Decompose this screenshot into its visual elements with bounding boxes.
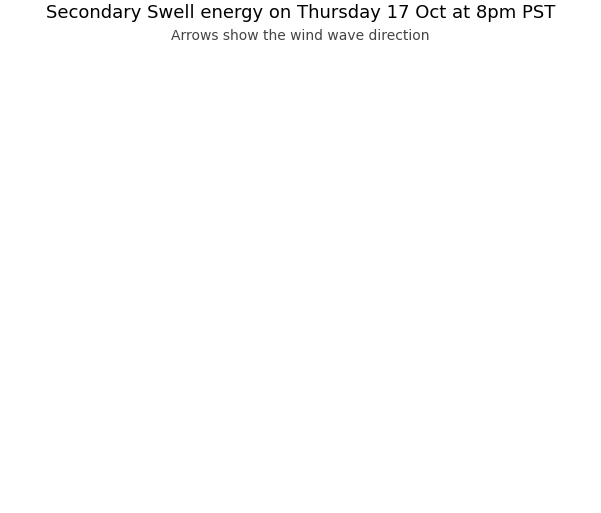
Text: Arrows show the wind wave direction: Arrows show the wind wave direction: [171, 29, 430, 43]
Text: Secondary Swell energy on Thursday 17 Oct at 8pm PST: Secondary Swell energy on Thursday 17 Oc…: [46, 4, 555, 22]
Text: Map requires cartopy: Map requires cartopy: [227, 272, 374, 287]
